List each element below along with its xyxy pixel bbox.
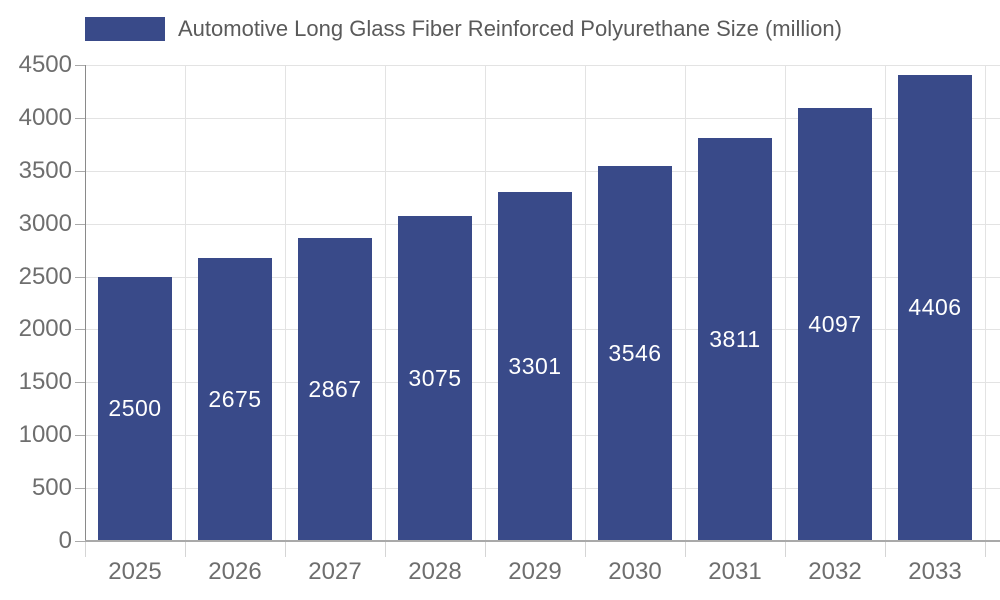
gridline-v bbox=[385, 65, 386, 541]
y-axis-line bbox=[85, 65, 86, 542]
x-tick bbox=[685, 542, 686, 557]
x-axis-tick-label: 2027 bbox=[308, 558, 362, 585]
x-tick bbox=[485, 542, 486, 557]
gridline-h bbox=[85, 117, 1000, 119]
gridline-h bbox=[85, 65, 1000, 66]
bar-2032[interactable]: 4097 bbox=[798, 107, 872, 541]
y-axis-tick-label: 4500 bbox=[18, 51, 72, 78]
bar-2033[interactable]: 4406 bbox=[898, 74, 972, 541]
gridline-h bbox=[85, 170, 1000, 172]
bar-value-label: 3811 bbox=[709, 325, 761, 352]
bar-2027[interactable]: 2867 bbox=[298, 237, 372, 541]
y-tick bbox=[75, 541, 85, 542]
y-tick bbox=[75, 170, 85, 172]
x-tick bbox=[585, 542, 586, 557]
bar-value-label: 4406 bbox=[908, 294, 962, 321]
gridline-v bbox=[285, 65, 286, 541]
bar-2030[interactable]: 3546 bbox=[598, 165, 672, 541]
bar-2026[interactable]: 2675 bbox=[198, 258, 272, 541]
gridline-v bbox=[785, 65, 786, 541]
bar-value-label: 3075 bbox=[408, 364, 462, 391]
chart-legend[interactable]: Automotive Long Glass Fiber Reinforced P… bbox=[85, 14, 842, 44]
x-axis-tick-label: 2031 bbox=[708, 558, 762, 585]
y-axis-tick-label: 500 bbox=[31, 474, 72, 502]
y-axis-tick-label: 3000 bbox=[18, 209, 72, 237]
y-tick bbox=[75, 65, 85, 66]
legend-swatch bbox=[85, 17, 165, 41]
plot-area: 2500 2675 2867 3075 3301 3546 3811 4097 4406 bbox=[85, 65, 1000, 541]
x-axis-tick-label: 2026 bbox=[208, 558, 262, 585]
bar-value-label: 2500 bbox=[108, 395, 162, 422]
x-tick bbox=[185, 542, 186, 557]
y-tick bbox=[75, 117, 85, 119]
y-axis-tick-label: 2500 bbox=[18, 262, 72, 290]
x-axis-tick-label: 2033 bbox=[908, 558, 962, 585]
x-axis-tick-label: 2029 bbox=[508, 558, 562, 585]
bar-value-label: 2867 bbox=[308, 375, 362, 402]
x-axis-line bbox=[85, 540, 1000, 542]
x-axis-tick-label: 2025 bbox=[108, 558, 162, 585]
bar-2025[interactable]: 2500 bbox=[98, 276, 172, 541]
gridline-v bbox=[585, 65, 586, 541]
bar-value-label: 3546 bbox=[608, 339, 662, 366]
x-tick bbox=[885, 542, 886, 557]
x-tick bbox=[285, 542, 286, 557]
gridline-v bbox=[485, 65, 486, 541]
gridline-v bbox=[685, 65, 686, 541]
x-axis-tick-label: 2032 bbox=[808, 558, 862, 585]
y-tick bbox=[75, 435, 85, 437]
y-axis-tick-label: 2000 bbox=[18, 315, 72, 343]
bar-2028[interactable]: 3075 bbox=[398, 215, 472, 541]
x-axis-tick-label: 2028 bbox=[408, 558, 462, 585]
gridline-v bbox=[985, 65, 986, 541]
y-tick bbox=[75, 223, 85, 225]
y-tick bbox=[75, 488, 85, 490]
x-tick bbox=[785, 542, 786, 557]
x-tick bbox=[985, 542, 986, 557]
x-tick bbox=[385, 542, 386, 557]
y-tick bbox=[75, 382, 85, 384]
y-tick bbox=[75, 276, 85, 278]
bar-value-label: 3301 bbox=[508, 352, 562, 379]
y-axis-tick-label: 3500 bbox=[18, 156, 72, 184]
x-axis-tick-label: 2030 bbox=[608, 558, 662, 585]
x-tick bbox=[85, 542, 86, 557]
y-axis-tick-label: 1500 bbox=[18, 368, 72, 396]
bar-2029[interactable]: 3301 bbox=[498, 191, 572, 541]
bar-2031[interactable]: 3811 bbox=[698, 137, 772, 541]
y-axis-tick-label: 1000 bbox=[18, 421, 72, 449]
y-tick bbox=[75, 329, 85, 331]
y-axis-tick-label: 0 bbox=[58, 527, 72, 554]
y-axis-tick-label: 4000 bbox=[18, 103, 72, 131]
bar-value-label: 2675 bbox=[208, 386, 262, 413]
gridline-v bbox=[185, 65, 186, 541]
bar-value-label: 4097 bbox=[808, 310, 862, 337]
gridline-v bbox=[885, 65, 886, 541]
legend-label: Automotive Long Glass Fiber Reinforced P… bbox=[178, 16, 842, 41]
